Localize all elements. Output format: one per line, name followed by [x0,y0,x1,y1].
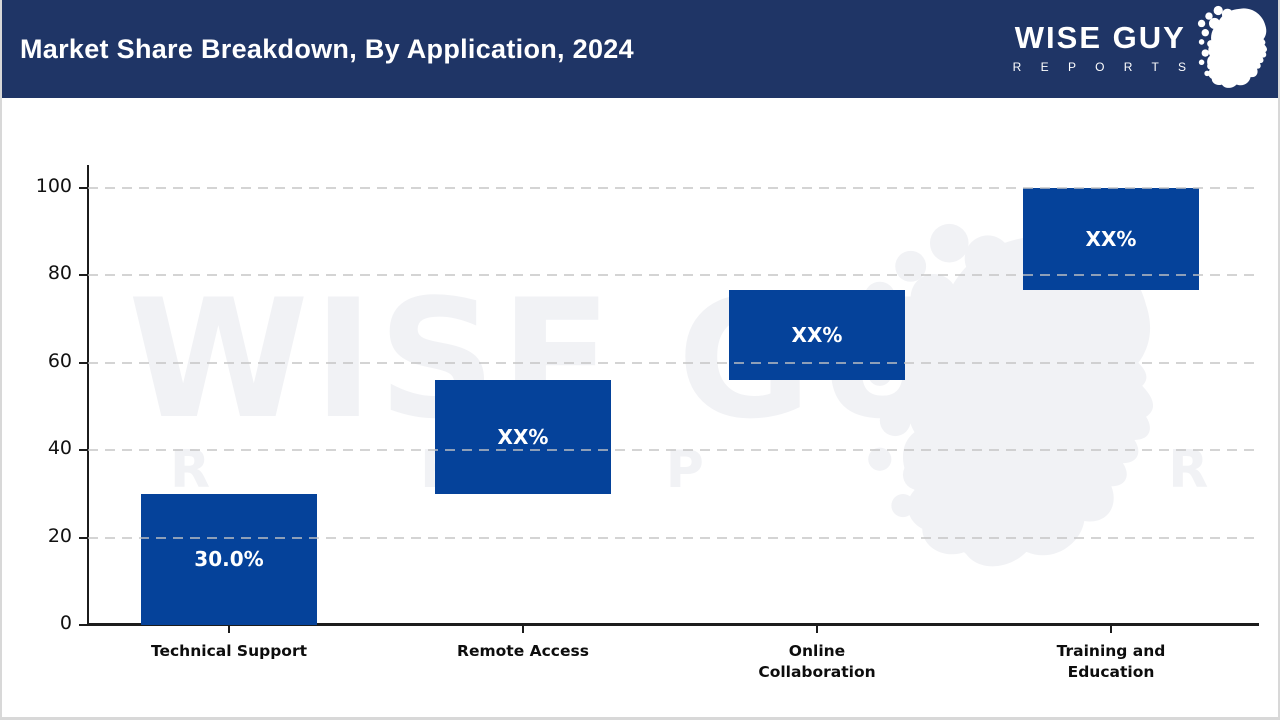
y-tick-mark [79,186,88,189]
y-tick-mark [79,274,88,276]
y-tick-label: 20 [47,524,72,547]
bar-value-label: 30.0% [194,547,264,572]
y-tick-label: 100 [35,174,72,197]
page-border-bottom [0,717,1280,720]
page-title: Market Share Breakdown, By Application, … [20,33,634,64]
x-tick-mark [1110,625,1112,633]
gridline [88,536,1258,539]
brand-subtitle: R E P O R T S [1012,59,1194,74]
bar-segment: XX% [435,380,611,494]
bar-value-label: XX% [791,323,843,348]
x-tick-mark [816,625,818,633]
x-axis-spine [87,623,1259,626]
gridline [88,361,1258,364]
x-category-label: Technical Support [150,642,308,660]
x-tick-mark [522,625,524,633]
y-tick-label: 40 [47,437,72,459]
y-axis-spine [87,165,89,625]
page-border-left [0,0,2,720]
brand-name: WISE GUY [1014,19,1186,55]
brand-logo-text: WISE GUY R E P O R T S [1007,22,1194,74]
y-tick-mark [79,536,88,539]
gridline [88,449,1258,451]
brand-head-icon [1197,5,1268,88]
y-tick-label: 60 [47,349,72,372]
y-tick-label: 0 [59,612,72,634]
gridline [88,274,1258,276]
bar-value-label: XX% [1085,226,1137,251]
x-category-label: Training and Education [1056,642,1166,681]
y-tick-label: 80 [47,262,72,284]
x-category-label: Remote Access [457,642,589,660]
brand-logo: WISE GUY R E P O R T S [1007,5,1270,90]
x-category-label: Online Collaboration [758,642,876,681]
y-tick-mark [79,449,88,451]
bar-value-label: XX% [497,424,549,449]
plot-area: 0 20 40 60 80 100 30.0% Technical Support XX% Rem… [0,98,1280,720]
bar-segment: XX% [1023,187,1199,291]
y-tick-mark [79,624,88,626]
page-border-right [1278,0,1280,720]
y-tick-mark [79,361,88,364]
bar-segment: 30.0% [141,493,317,625]
gridline [88,186,1258,189]
x-tick-mark [228,625,230,633]
bar-segment: XX% [729,290,905,380]
header-bar: Market Share Breakdown, By Application, … [0,0,1280,98]
